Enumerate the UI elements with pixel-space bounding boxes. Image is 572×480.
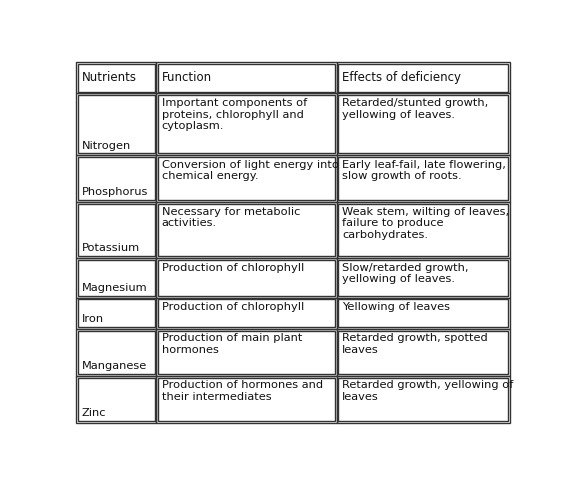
- Bar: [158, 300, 335, 327]
- Bar: [339, 157, 508, 200]
- Bar: [78, 157, 154, 200]
- Bar: [76, 258, 156, 298]
- Bar: [336, 329, 510, 376]
- Bar: [336, 155, 510, 202]
- Bar: [76, 94, 156, 155]
- Bar: [76, 62, 156, 94]
- Bar: [156, 62, 336, 94]
- Text: Retarded/stunted growth,
yellowing of leaves.: Retarded/stunted growth, yellowing of le…: [342, 98, 488, 120]
- Bar: [76, 376, 156, 422]
- Bar: [156, 298, 336, 329]
- Text: Production of chlorophyll: Production of chlorophyll: [162, 263, 304, 273]
- Bar: [336, 62, 510, 94]
- Bar: [78, 331, 154, 374]
- Bar: [76, 155, 156, 202]
- Bar: [336, 155, 510, 202]
- Text: Zinc: Zinc: [82, 408, 106, 418]
- Bar: [339, 378, 508, 420]
- Bar: [76, 298, 156, 329]
- Text: Potassium: Potassium: [82, 243, 140, 253]
- Bar: [78, 204, 154, 256]
- Bar: [156, 202, 336, 258]
- Text: Nutrients: Nutrients: [82, 72, 137, 84]
- Text: Retarded growth, spotted
leaves: Retarded growth, spotted leaves: [342, 334, 488, 355]
- Bar: [336, 298, 510, 329]
- Bar: [339, 300, 508, 327]
- Text: Production of hormones and
their intermediates: Production of hormones and their interme…: [162, 380, 323, 402]
- Bar: [78, 64, 154, 92]
- Text: Production of main plant
hormones: Production of main plant hormones: [162, 334, 302, 355]
- Bar: [156, 376, 336, 422]
- Bar: [336, 62, 510, 94]
- Bar: [76, 376, 156, 422]
- Bar: [156, 94, 336, 155]
- Bar: [336, 202, 510, 258]
- Bar: [76, 258, 156, 298]
- Bar: [336, 202, 510, 258]
- Bar: [76, 62, 156, 94]
- Bar: [156, 258, 336, 298]
- Bar: [76, 202, 156, 258]
- Bar: [156, 94, 336, 155]
- Bar: [78, 378, 154, 420]
- Bar: [156, 329, 336, 376]
- Bar: [76, 329, 156, 376]
- Bar: [336, 258, 510, 298]
- Bar: [156, 202, 336, 258]
- Bar: [158, 331, 335, 374]
- Bar: [76, 298, 156, 329]
- Bar: [158, 96, 335, 153]
- Text: Early leaf-fail, late flowering,
slow growth of roots.: Early leaf-fail, late flowering, slow gr…: [342, 160, 506, 181]
- Bar: [336, 298, 510, 329]
- Bar: [158, 378, 335, 420]
- Bar: [336, 329, 510, 376]
- Bar: [76, 155, 156, 202]
- Bar: [158, 260, 335, 296]
- Text: Magnesium: Magnesium: [82, 283, 147, 293]
- Bar: [158, 64, 335, 92]
- Text: Retarded growth, yellowing of
leaves: Retarded growth, yellowing of leaves: [342, 380, 513, 402]
- Bar: [156, 298, 336, 329]
- Bar: [156, 376, 336, 422]
- Bar: [336, 94, 510, 155]
- Bar: [78, 96, 154, 153]
- Bar: [336, 376, 510, 422]
- Bar: [339, 64, 508, 92]
- Text: Production of chlorophyll: Production of chlorophyll: [162, 302, 304, 312]
- Text: Conversion of light energy into
chemical energy.: Conversion of light energy into chemical…: [162, 160, 339, 181]
- Bar: [156, 155, 336, 202]
- Bar: [76, 202, 156, 258]
- Text: Phosphorus: Phosphorus: [82, 188, 148, 197]
- Text: Function: Function: [162, 72, 212, 84]
- Text: Iron: Iron: [82, 314, 104, 324]
- Bar: [336, 258, 510, 298]
- Bar: [339, 331, 508, 374]
- Bar: [156, 155, 336, 202]
- Text: Effects of deficiency: Effects of deficiency: [342, 72, 461, 84]
- Bar: [156, 329, 336, 376]
- Bar: [339, 204, 508, 256]
- Bar: [156, 258, 336, 298]
- Bar: [339, 260, 508, 296]
- Text: Important components of
proteins, chlorophyll and
cytoplasm.: Important components of proteins, chloro…: [162, 98, 307, 132]
- Bar: [76, 329, 156, 376]
- Bar: [158, 204, 335, 256]
- Text: Yellowing of leaves: Yellowing of leaves: [342, 302, 450, 312]
- Bar: [336, 376, 510, 422]
- Text: Manganese: Manganese: [82, 361, 147, 371]
- Text: Slow/retarded growth,
yellowing of leaves.: Slow/retarded growth, yellowing of leave…: [342, 263, 468, 284]
- Bar: [339, 96, 508, 153]
- Bar: [336, 94, 510, 155]
- Bar: [78, 300, 154, 327]
- Bar: [76, 94, 156, 155]
- Text: Necessary for metabolic
activities.: Necessary for metabolic activities.: [162, 207, 300, 228]
- Bar: [78, 260, 154, 296]
- Text: Nitrogen: Nitrogen: [82, 141, 131, 151]
- Bar: [156, 62, 336, 94]
- Text: Weak stem, wilting of leaves,
failure to produce
carbohydrates.: Weak stem, wilting of leaves, failure to…: [342, 207, 509, 240]
- Bar: [158, 157, 335, 200]
